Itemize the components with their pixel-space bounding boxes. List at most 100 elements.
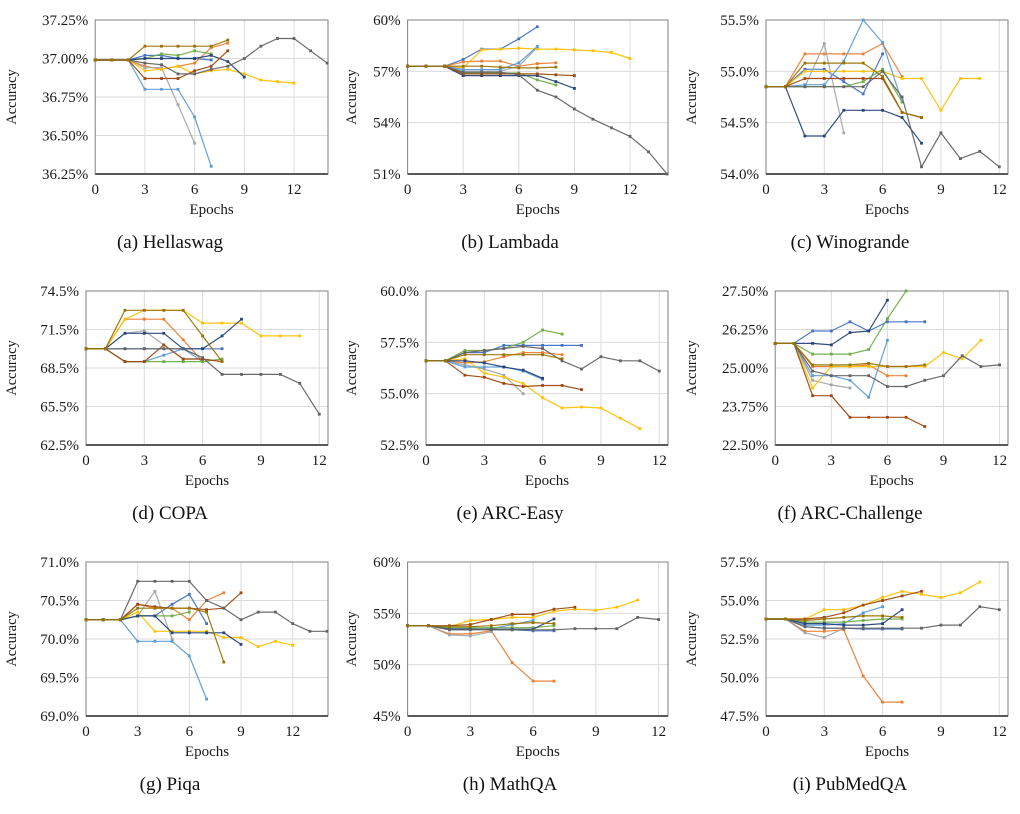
y-tick-label: 65.5% bbox=[40, 400, 79, 416]
y-axis-title: Accuracy bbox=[4, 68, 20, 124]
series-markers-olive bbox=[93, 38, 230, 62]
y-tick-label: 57.5% bbox=[720, 555, 759, 571]
x-tick-label: 9 bbox=[257, 453, 265, 469]
series-line-blue bbox=[407, 26, 538, 67]
subplot-lambada: 51% 54% 57% 60% 0 3 6 9 12 Accuracy Epochs (b) Lam… bbox=[340, 0, 680, 271]
subplot-arc-challenge: 22.50% 23.75% 25.00% 26.25% 27.50% 0 3 6 9 12 Accu… bbox=[680, 271, 1020, 542]
subplot-caption-mathqa: (h) MathQA bbox=[462, 774, 558, 795]
y-tick-label: 37.25% bbox=[42, 13, 88, 29]
series-line-green bbox=[775, 290, 907, 355]
series-line-orange bbox=[766, 618, 903, 703]
x-tick-label: 0 bbox=[404, 182, 412, 198]
x-axis-title: Epochs bbox=[185, 744, 229, 760]
subplot-caption-pubmedqa: (i) PubMedQA bbox=[792, 774, 908, 795]
x-tick-label: 3 bbox=[459, 182, 467, 198]
subplot-winogrande: 54.0% 54.5% 55.0% 55.5% 0 3 6 9 12 Accuracy Epochs… bbox=[680, 0, 1020, 271]
x-tick-label: 9 bbox=[571, 182, 579, 198]
y-axis-title: Accuracy bbox=[344, 610, 360, 666]
y-axis-title: Accuracy bbox=[4, 610, 20, 666]
y-tick-label: 70.5% bbox=[40, 594, 79, 610]
y-axis-title: Accuracy bbox=[684, 610, 700, 666]
chart-canvas-hellaswag: 36.25% 36.50% 36.75% 37.00% 37.25% 0 3 6 9 12 Accu… bbox=[4, 13, 329, 218]
x-axis-title: Epochs bbox=[516, 744, 560, 760]
y-tick-label: 62.5% bbox=[40, 438, 79, 454]
x-tick-label: 6 bbox=[199, 453, 207, 469]
subplot-copa: 62.5% 65.5% 68.5% 71.5% 74.5% 0 3 6 9 12 Accuracy E… bbox=[0, 271, 340, 542]
y-tick-label: 71.5% bbox=[40, 323, 79, 339]
subplot-caption-arc-easy: (e) ARC-Easy bbox=[456, 503, 564, 524]
series-line-orange bbox=[775, 342, 907, 377]
y-tick-label: 50% bbox=[373, 658, 401, 674]
series-markers-dark-navy bbox=[93, 54, 246, 79]
series-markers-brown bbox=[764, 589, 923, 621]
y-tick-label: 69.0% bbox=[40, 709, 79, 725]
y-tick-label: 54% bbox=[373, 116, 401, 132]
y-tick-label: 55.0% bbox=[380, 387, 419, 403]
y-tick-label: 57.5% bbox=[380, 335, 419, 351]
subplot-caption-arc-challenge: (f) ARC-Challenge bbox=[777, 503, 923, 524]
y-tick-label: 36.75% bbox=[42, 90, 88, 106]
y-axis-title: Accuracy bbox=[4, 339, 20, 395]
subplot-mathqa: 45% 50% 55% 60% 0 3 6 9 12 Accuracy Epochs (h) Mat… bbox=[340, 542, 680, 814]
series-line-gold bbox=[775, 339, 982, 389]
y-tick-label: 27.50% bbox=[722, 284, 768, 300]
chart-canvas-lambada: 51% 54% 57% 60% 0 3 6 9 12 Accuracy Epochs bbox=[344, 13, 669, 218]
x-tick-label: 3 bbox=[134, 724, 142, 740]
x-axis-title: Epochs bbox=[870, 473, 914, 489]
y-tick-label: 74.5% bbox=[40, 284, 79, 300]
series-markers-olive bbox=[84, 308, 224, 363]
y-tick-label: 36.50% bbox=[42, 129, 88, 145]
y-tick-label: 36.25% bbox=[42, 167, 88, 183]
series-markers-olive bbox=[424, 353, 564, 363]
y-tick-label: 71.0% bbox=[40, 555, 79, 571]
x-tick-label: 3 bbox=[141, 453, 149, 469]
x-tick-label: 9 bbox=[937, 724, 945, 740]
x-tick-label: 9 bbox=[940, 453, 948, 469]
x-tick-label: 6 bbox=[539, 453, 547, 469]
subplot-caption-lambada: (b) Lambada bbox=[461, 232, 559, 253]
series-line-orange bbox=[766, 43, 903, 88]
x-tick-label: 9 bbox=[592, 724, 600, 740]
y-tick-label: 60.0% bbox=[380, 284, 419, 300]
x-tick-label: 3 bbox=[481, 453, 489, 469]
y-tick-label: 26.25% bbox=[722, 323, 768, 339]
subplot-arc-easy: 52.5% 55.0% 57.5% 60.0% 0 3 6 9 12 Accuracy Epochs… bbox=[340, 271, 680, 542]
series-markers-dark-navy bbox=[406, 64, 576, 90]
y-tick-label: 55.5% bbox=[720, 13, 759, 29]
y-tick-label: 50.0% bbox=[720, 671, 759, 687]
y-tick-label: 60% bbox=[373, 13, 401, 29]
y-tick-label: 69.5% bbox=[40, 671, 79, 687]
x-tick-label: 12 bbox=[287, 182, 302, 198]
x-tick-label: 12 bbox=[623, 182, 638, 198]
x-tick-label: 0 bbox=[82, 724, 90, 740]
chart-canvas-copa: 62.5% 65.5% 68.5% 71.5% 74.5% 0 3 6 9 12 Accuracy E… bbox=[4, 284, 329, 489]
series-line-gold bbox=[766, 70, 980, 111]
series-markers-gray bbox=[84, 589, 174, 641]
x-tick-label: 12 bbox=[312, 453, 327, 469]
x-tick-label: 12 bbox=[992, 182, 1007, 198]
y-tick-label: 55% bbox=[373, 606, 401, 622]
series-line-olive bbox=[426, 354, 563, 362]
x-tick-label: 9 bbox=[237, 724, 245, 740]
y-tick-label: 45% bbox=[373, 709, 401, 725]
x-tick-label: 12 bbox=[992, 724, 1007, 740]
plot-border bbox=[407, 561, 669, 717]
x-tick-label: 12 bbox=[651, 724, 666, 740]
series-line-gold bbox=[426, 358, 641, 430]
y-tick-label: 55.0% bbox=[720, 594, 759, 610]
x-tick-label: 12 bbox=[652, 453, 667, 469]
series-markers-olive bbox=[764, 61, 923, 119]
x-tick-label: 3 bbox=[828, 453, 836, 469]
subplot-caption-piqa: (g) Piqa bbox=[139, 774, 201, 795]
x-tick-label: 6 bbox=[186, 724, 194, 740]
y-tick-label: 68.5% bbox=[40, 361, 79, 377]
y-tick-label: 70.0% bbox=[40, 632, 79, 648]
x-tick-label: 6 bbox=[879, 182, 887, 198]
y-tick-label: 57% bbox=[373, 64, 401, 80]
x-tick-label: 0 bbox=[771, 453, 779, 469]
y-tick-label: 51% bbox=[373, 167, 401, 183]
subplot-pubmedqa: 47.5% 50.0% 52.5% 55.0% 57.5% 0 3 6 9 12 Accuracy E… bbox=[680, 542, 1020, 814]
subplot-caption-copa: (d) COPA bbox=[132, 503, 208, 524]
x-tick-label: 9 bbox=[937, 182, 945, 198]
